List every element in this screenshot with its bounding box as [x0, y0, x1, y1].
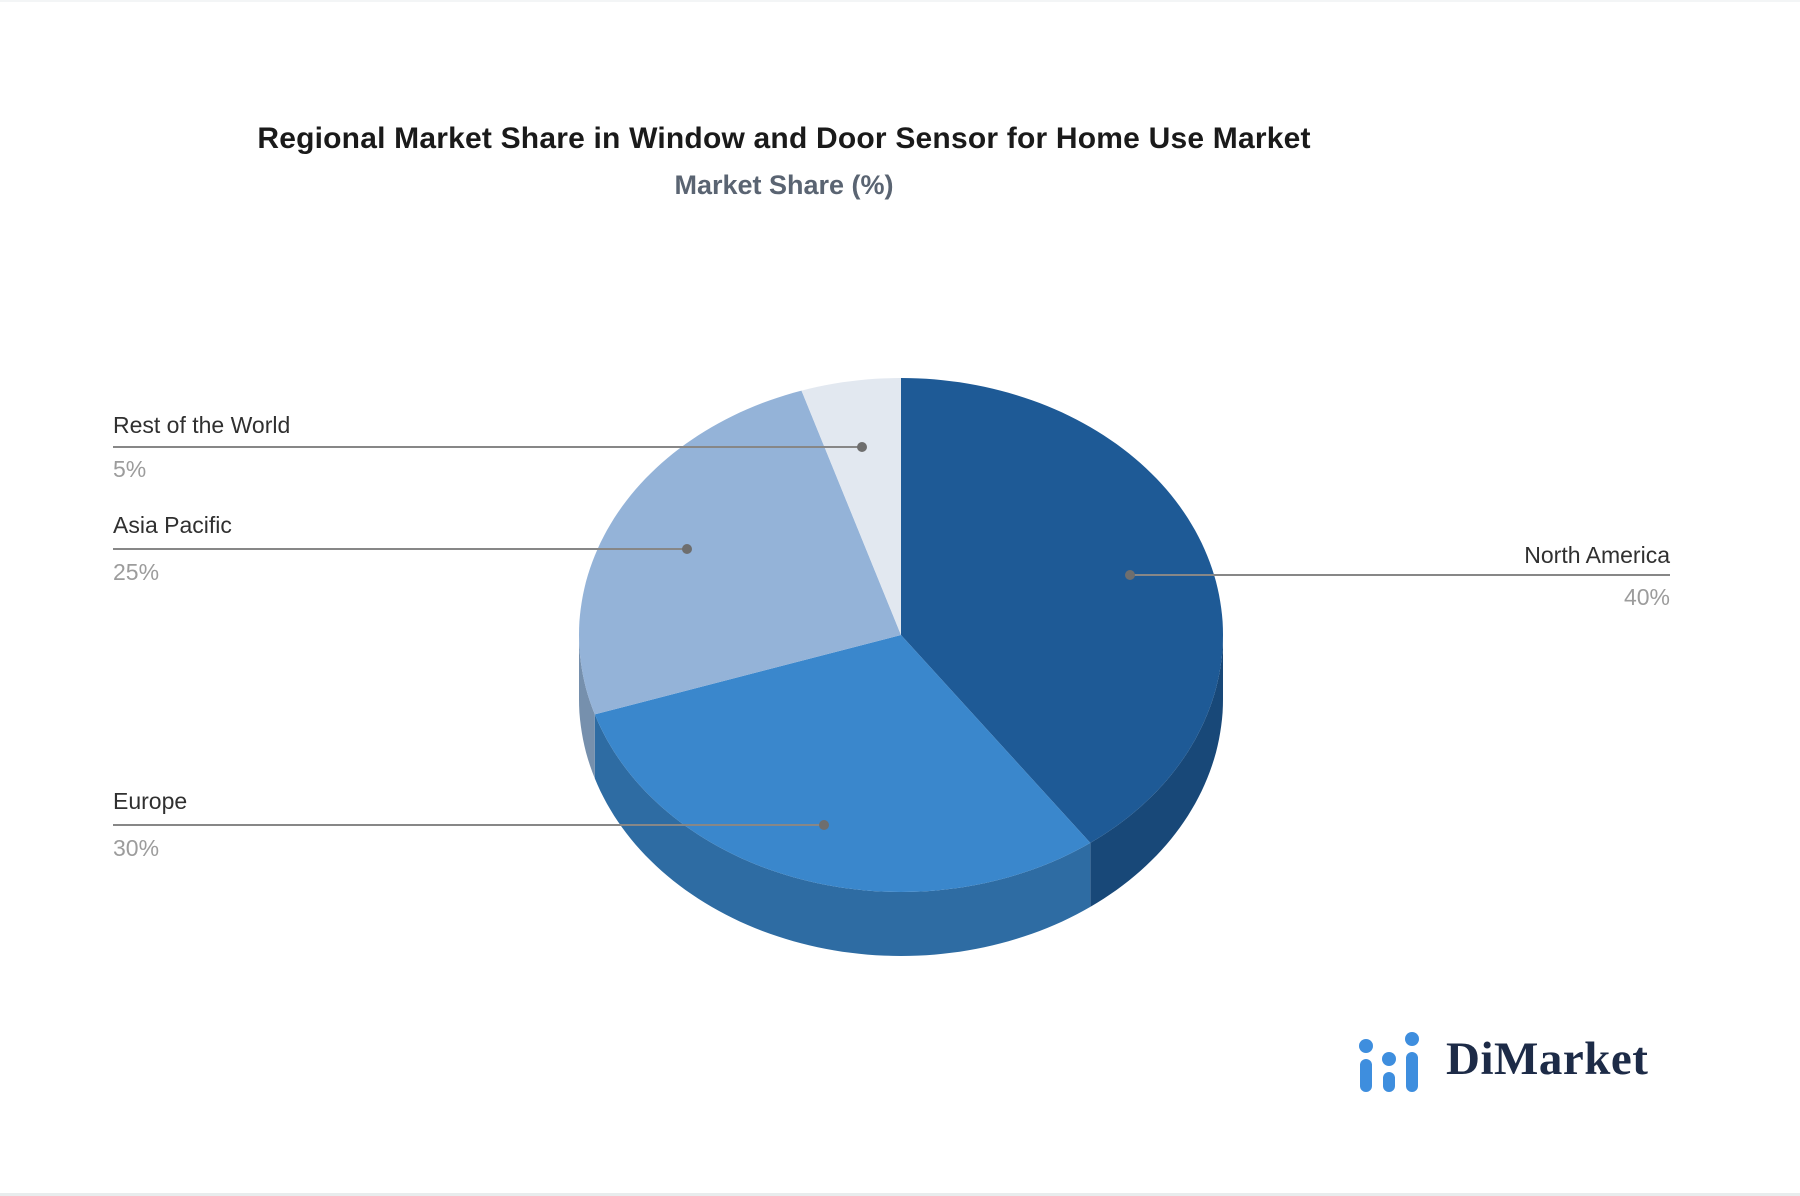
- bar-chart-logo-icon: [1359, 1032, 1419, 1092]
- leader-dot-asia-pacific: [682, 544, 692, 554]
- pie-label-north-america: North America: [1524, 542, 1670, 568]
- pie-percent-rest-of-the-world: 5%: [113, 456, 147, 482]
- pie-label-asia-pacific: Asia Pacific: [113, 512, 232, 538]
- pie-percent-asia-pacific: 25%: [113, 559, 160, 585]
- pie-slice-side-0: [1090, 635, 1223, 907]
- leader-line-asia-pacific: [113, 548, 687, 550]
- pie-label-europe: Europe: [113, 788, 188, 814]
- pie-label-rest-of-the-world: Rest of the World: [113, 412, 291, 438]
- pie-slice-rest-of-the-world: [801, 378, 901, 635]
- pie-slice-europe: [594, 635, 1091, 892]
- pie-percent-europe: 30%: [113, 835, 160, 861]
- leader-line-europe: [113, 824, 824, 826]
- chart-subtitle: Market Share (%): [674, 170, 894, 200]
- leader-dot-north-america: [1125, 570, 1135, 580]
- pie-slice-asia-pacific: [579, 390, 901, 715]
- brand-logo: DiMarket: [1356, 1026, 1686, 1096]
- chart-title: Regional Market Share in Window and Door…: [257, 122, 1311, 155]
- leader-dot-europe: [819, 820, 829, 830]
- pie-slice-side-2: [579, 635, 595, 779]
- brand-name: DiMarket: [1446, 1033, 1649, 1085]
- leader-line-rest-of-the-world: [113, 446, 862, 448]
- pie-slice-north-america: [901, 378, 1223, 843]
- pie-percent-north-america: 40%: [1623, 584, 1670, 610]
- leader-line-north-america: [1130, 574, 1670, 576]
- pie-slice-side-1: [594, 714, 1091, 956]
- leader-dot-rest-of-the-world: [857, 442, 867, 452]
